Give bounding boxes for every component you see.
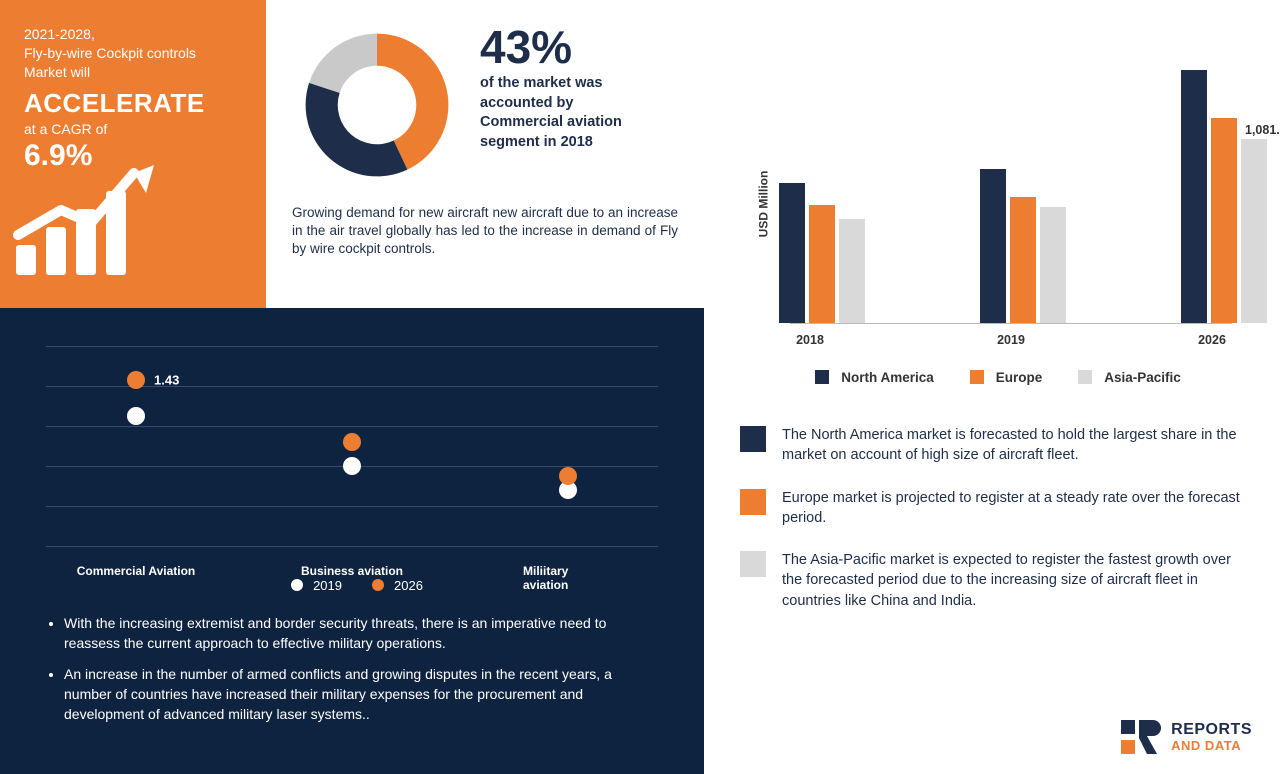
bar (839, 219, 865, 323)
gridline (46, 546, 658, 547)
bar-category-label: 2019 (997, 333, 1025, 347)
donut-description: of the market was accounted by Commercia… (480, 74, 660, 152)
region-note-text: The North America market is forecasted t… (782, 425, 1244, 466)
bar (809, 205, 835, 323)
navy-bullet: With the increasing extremist and border… (64, 613, 660, 654)
logo: REPORTS AND DATA (1121, 720, 1252, 754)
region-color-swatch (740, 489, 766, 515)
mid-paragraph: Growing demand for new aircraft new airc… (292, 204, 678, 259)
bar (779, 183, 805, 323)
legend-item: Europe (958, 370, 1043, 385)
hero-accelerate: ACCELERATE (24, 88, 242, 119)
navy-panel: 1.43 Commercial Aviation Business aviation… (0, 308, 704, 774)
growth-arrow-icon (6, 155, 156, 285)
legend-item: North America (803, 370, 934, 385)
gridline (46, 426, 658, 427)
logo-line1: REPORTS (1171, 722, 1252, 739)
gridline (46, 346, 658, 347)
dot-chart-legend: 2019 2026 (44, 578, 660, 593)
region-notes: The North America market is forecasted t… (740, 425, 1244, 611)
hero-subtitle: Fly-by-wire Cockpit controls Market will (24, 44, 242, 82)
donut-slice (309, 34, 377, 93)
region-note: The North America market is forecasted t… (740, 425, 1244, 466)
bar (1211, 118, 1237, 323)
bar (1010, 197, 1036, 323)
dot-category-label: Commercial Aviation (77, 564, 195, 578)
region-note: Europe market is projected to register a… (740, 488, 1244, 529)
bar-category-label: 2018 (796, 333, 824, 347)
bar-group (1169, 70, 1279, 323)
hero-cagr-label: at a CAGR of (24, 121, 242, 137)
bar-value-label: 1,081.0 (1245, 123, 1280, 137)
region-note: The Asia-Pacific market is expected to r… (740, 550, 1244, 611)
gridline (46, 506, 658, 507)
donut-chart (292, 20, 462, 190)
logo-line2: AND DATA (1171, 739, 1252, 753)
chart-dot (559, 467, 577, 485)
hero-year-range: 2021-2028, (24, 26, 242, 42)
dot-category-label: Business aviation (301, 564, 403, 578)
donut-panel: 43% of the market was accounted by Comme… (266, 0, 704, 308)
legend-item: 2026 (362, 578, 423, 593)
legend-item: Asia-Pacific (1066, 370, 1181, 385)
bar-category-label: 2026 (1198, 333, 1226, 347)
chart-dot (127, 407, 145, 425)
hero-panel: 2021-2028, Fly-by-wire Cockpit controls … (0, 0, 266, 308)
bar (1241, 139, 1267, 323)
chart-dot (343, 457, 361, 475)
bar-chart: USD Million 2018201920261,081.0 (742, 44, 1242, 364)
donut-percent: 43% (480, 20, 660, 74)
bar (1181, 70, 1207, 323)
logo-icon (1121, 720, 1161, 754)
region-color-swatch (740, 551, 766, 577)
bar-group (767, 183, 877, 323)
navy-bullet-list: With the increasing extremist and border… (44, 613, 660, 724)
dot-chart: 1.43 Commercial Aviation Business aviation… (46, 336, 658, 576)
donut-slice (306, 83, 408, 176)
bar (980, 169, 1006, 323)
bar-chart-plot: 2018201920261,081.0 (790, 50, 1232, 324)
region-note-text: Europe market is projected to register a… (782, 488, 1244, 529)
bar-group (968, 169, 1078, 323)
region-color-swatch (740, 426, 766, 452)
legend-item: 2019 (281, 578, 342, 593)
bar-chart-legend: North America Europe Asia-Pacific (740, 370, 1244, 385)
navy-bullet: An increase in the number of armed confl… (64, 664, 660, 725)
chart-dot (127, 371, 145, 389)
dot-value-label: 1.43 (154, 373, 179, 388)
bar (1040, 207, 1066, 323)
region-note-text: The Asia-Pacific market is expected to r… (782, 550, 1244, 611)
chart-dot (343, 433, 361, 451)
